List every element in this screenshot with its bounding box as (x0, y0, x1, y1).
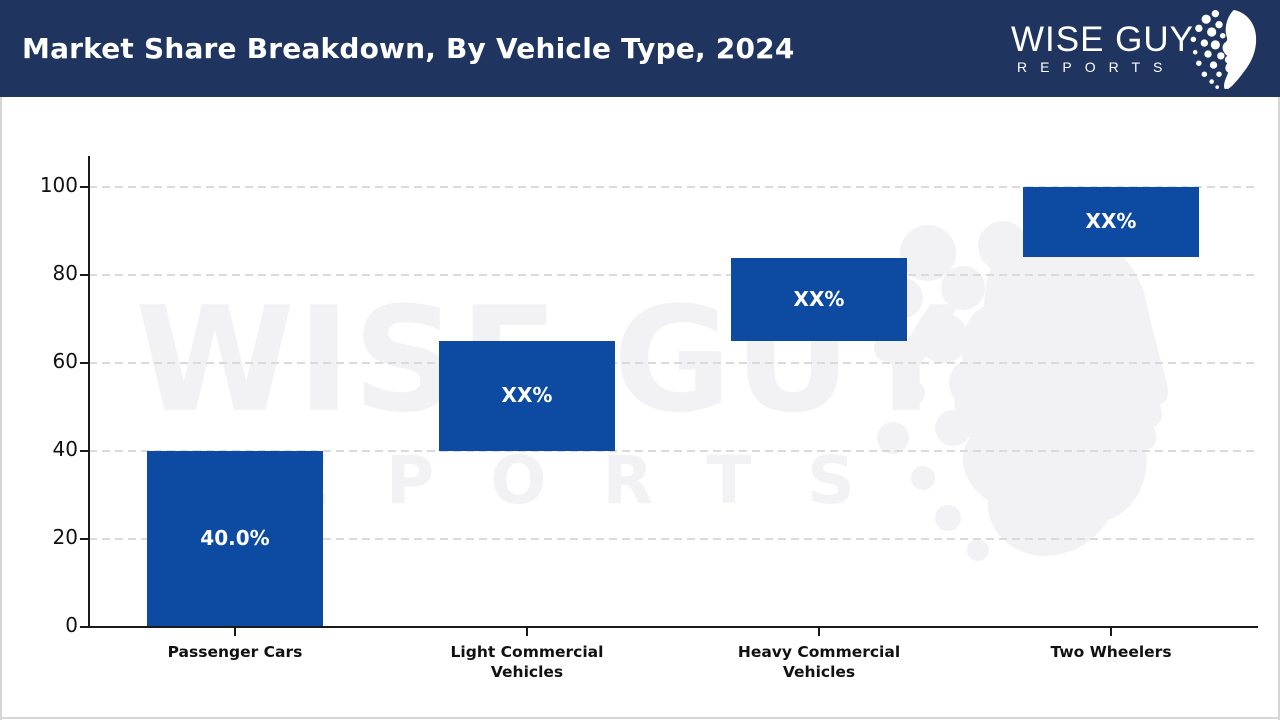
grid-line (89, 362, 1257, 364)
logo-wiseguy-text: WISE GUY (1010, 20, 1194, 59)
y-tick-mark (80, 362, 88, 364)
y-tick-label: 100 (39, 173, 78, 197)
header-bar: Market Share Breakdown, By Vehicle Type,… (0, 0, 1280, 97)
x-category-label: Heavy Commercial Vehicles (689, 642, 949, 682)
bar-value-label: XX% (501, 383, 553, 407)
y-tick-mark (80, 186, 88, 188)
grid-line (89, 450, 1257, 452)
y-tick-label: 40 (52, 437, 78, 461)
logo-text: WISE GUY REPORTS (1011, 22, 1194, 75)
y-tick-mark (80, 626, 88, 628)
x-category-line: Vehicles (490, 663, 564, 681)
x-tick-mark (526, 628, 528, 636)
x-category-line: Heavy Commercial (737, 643, 901, 661)
bar-value-label: XX% (1085, 209, 1137, 234)
x-tick-mark (1110, 628, 1112, 636)
y-tick-mark (80, 538, 88, 540)
y-tick-mark (80, 274, 88, 276)
x-category-line: Vehicles (782, 663, 856, 681)
bar (147, 451, 323, 627)
bar-value-label: 40.0% (200, 526, 270, 550)
x-category-line: Passenger Cars (167, 643, 303, 661)
grid-line (89, 274, 1257, 276)
wise-guy-logo: WISE GUY REPORTS (1011, 3, 1264, 95)
y-tick-label: 60 (52, 349, 78, 373)
x-category-label: Two Wheelers (981, 642, 1241, 662)
page-border-right (1278, 97, 1280, 720)
y-tick-label: 80 (52, 261, 78, 285)
bar (1023, 187, 1199, 258)
y-tick-mark (80, 450, 88, 452)
x-category-label: Passenger Cars (105, 642, 365, 662)
logo-face-icon (1190, 9, 1257, 89)
x-axis-line (88, 626, 1258, 628)
y-tick-label: 20 (52, 525, 78, 549)
bar-value-label: XX% (793, 286, 845, 311)
grid-line (89, 186, 1257, 188)
grid-line (89, 538, 1257, 540)
y-axis-line (88, 156, 90, 628)
bar (731, 258, 907, 341)
logo-reports-text: REPORTS (1016, 59, 1176, 75)
page-border-bottom (0, 717, 1280, 719)
x-category-line: Two Wheelers (1050, 643, 1172, 661)
page-border-left (0, 97, 2, 720)
y-tick-label: 0 (65, 613, 78, 637)
x-category-label: Light Commercial Vehicles (397, 642, 657, 682)
x-category-line: Light Commercial (450, 643, 604, 661)
bar (439, 341, 615, 451)
x-tick-mark (234, 628, 236, 636)
chart-title: Market Share Breakdown, By Vehicle Type,… (22, 32, 795, 65)
x-tick-mark (818, 628, 820, 636)
